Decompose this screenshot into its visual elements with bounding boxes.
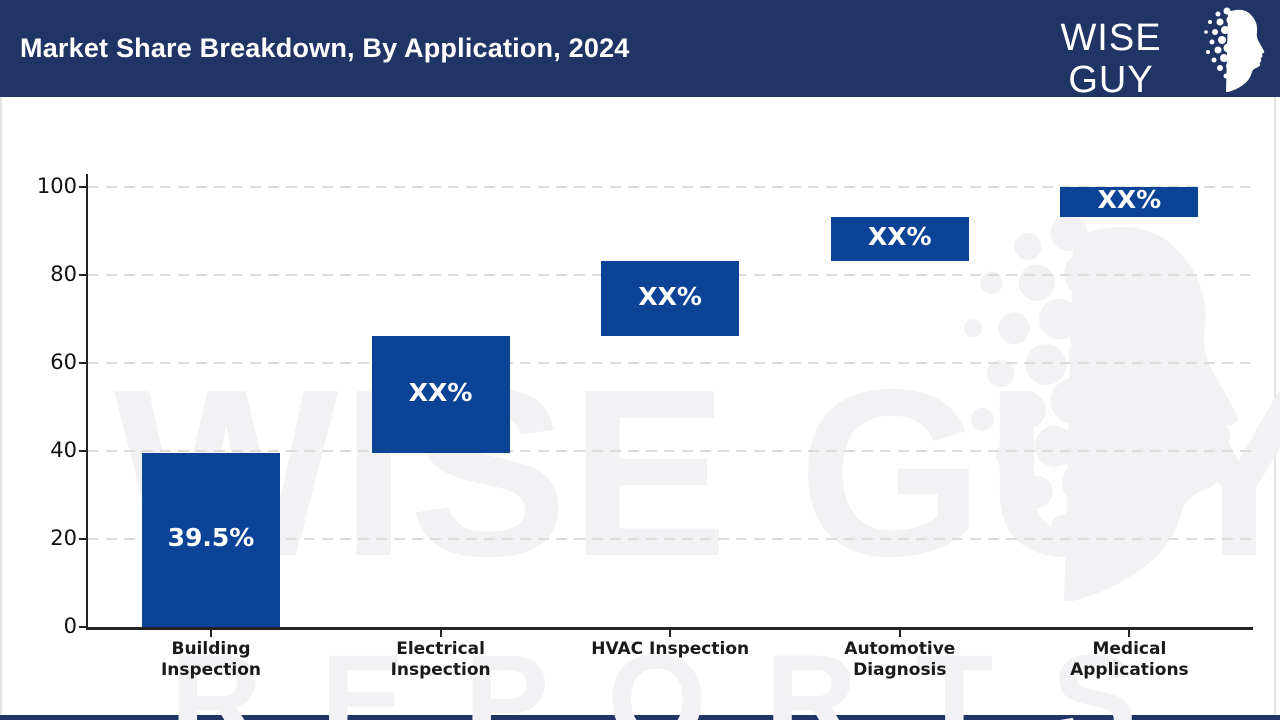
x-category-label-hvac-inspection: HVAC Inspection xyxy=(560,639,780,660)
category-label-line: Inspection xyxy=(390,660,491,680)
y-tick-mark-40 xyxy=(79,449,86,452)
y-tick-mark-20 xyxy=(79,537,86,540)
bar-value-label-medical-applications: XX% xyxy=(1097,185,1162,214)
x-tick-mark-automotive-diagnosis xyxy=(898,630,901,637)
y-axis-line xyxy=(86,174,88,629)
bar-value-label-automotive-diagnosis: XX% xyxy=(867,222,932,252)
x-tick-mark-hvac-inspection xyxy=(669,630,672,637)
gridline-100 xyxy=(88,185,1253,188)
category-label-line: Applications xyxy=(1070,660,1189,680)
x-category-label-medical-applications: Medical Applications xyxy=(1019,639,1239,681)
category-label-line: Building xyxy=(171,639,251,659)
bar-electrical-inspection xyxy=(371,336,510,454)
y-tick-label-40: 40 xyxy=(50,437,77,462)
x-category-label-building-inspection: Building Inspection xyxy=(101,639,321,681)
wise-guy-reports-logo: WISE GUY REPORTS xyxy=(1020,4,1270,120)
logo-sub-text: REPORTS xyxy=(1048,103,1180,120)
logo-head-icon xyxy=(1204,7,1265,92)
x-tick-mark-building-inspection xyxy=(210,630,212,637)
logo-brand-text: WISE GUY xyxy=(1060,17,1162,101)
y-tick-mark-60 xyxy=(79,361,86,364)
y-tick-label-100: 100 xyxy=(36,173,77,198)
bar-value-label-electrical-inspection: XX% xyxy=(408,377,473,407)
bar-value-label-building-inspection: 39.5% xyxy=(167,523,255,553)
category-label-line: Electrical xyxy=(396,639,485,659)
gridline-20 xyxy=(88,537,1253,540)
header-bar: Market Share Breakdown, By Application, … xyxy=(0,0,1280,120)
category-label-line: Medical xyxy=(1092,639,1167,659)
x-category-label-electrical-inspection: Electrical Inspection xyxy=(331,639,551,681)
y-tick-mark-0 xyxy=(79,626,86,628)
x-axis-line xyxy=(86,627,1253,630)
x-category-label-automotive-diagnosis: Automotive Diagnosis xyxy=(790,639,1010,681)
logo-text: WISE GUY REPORTS xyxy=(1020,17,1202,120)
category-label-line: Automotive xyxy=(844,639,956,659)
category-label-line: Diagnosis xyxy=(853,660,947,680)
y-tick-mark-80 xyxy=(79,273,86,276)
y-tick-label-60: 60 xyxy=(50,349,77,374)
y-tick-label-80: 80 xyxy=(50,261,77,286)
page-title: Market Share Breakdown, By Application, … xyxy=(20,33,630,63)
watermark-sub-text: REPORTS xyxy=(170,629,1195,720)
bar-building-inspection xyxy=(142,453,280,627)
gridline-60 xyxy=(88,361,1253,364)
bar-medical-applications xyxy=(1060,186,1199,218)
y-tick-label-0: 0 xyxy=(63,614,77,638)
category-label-line: HVAC Inspection xyxy=(591,639,750,659)
y-tick-label-20: 20 xyxy=(50,525,77,550)
bar-value-label-hvac-inspection: XX% xyxy=(638,281,702,311)
y-tick-mark-100 xyxy=(79,185,86,188)
bar-hvac-inspection xyxy=(601,261,740,337)
x-tick-mark-medical-applications xyxy=(1128,630,1131,637)
gridline-40 xyxy=(88,449,1253,452)
x-tick-mark-electrical-inspection xyxy=(439,630,442,637)
bar-automotive-diagnosis xyxy=(830,217,969,262)
category-label-line: Inspection xyxy=(160,660,262,680)
footer-accent-strip xyxy=(0,715,1280,720)
watermark-head-graphic xyxy=(964,214,1238,601)
